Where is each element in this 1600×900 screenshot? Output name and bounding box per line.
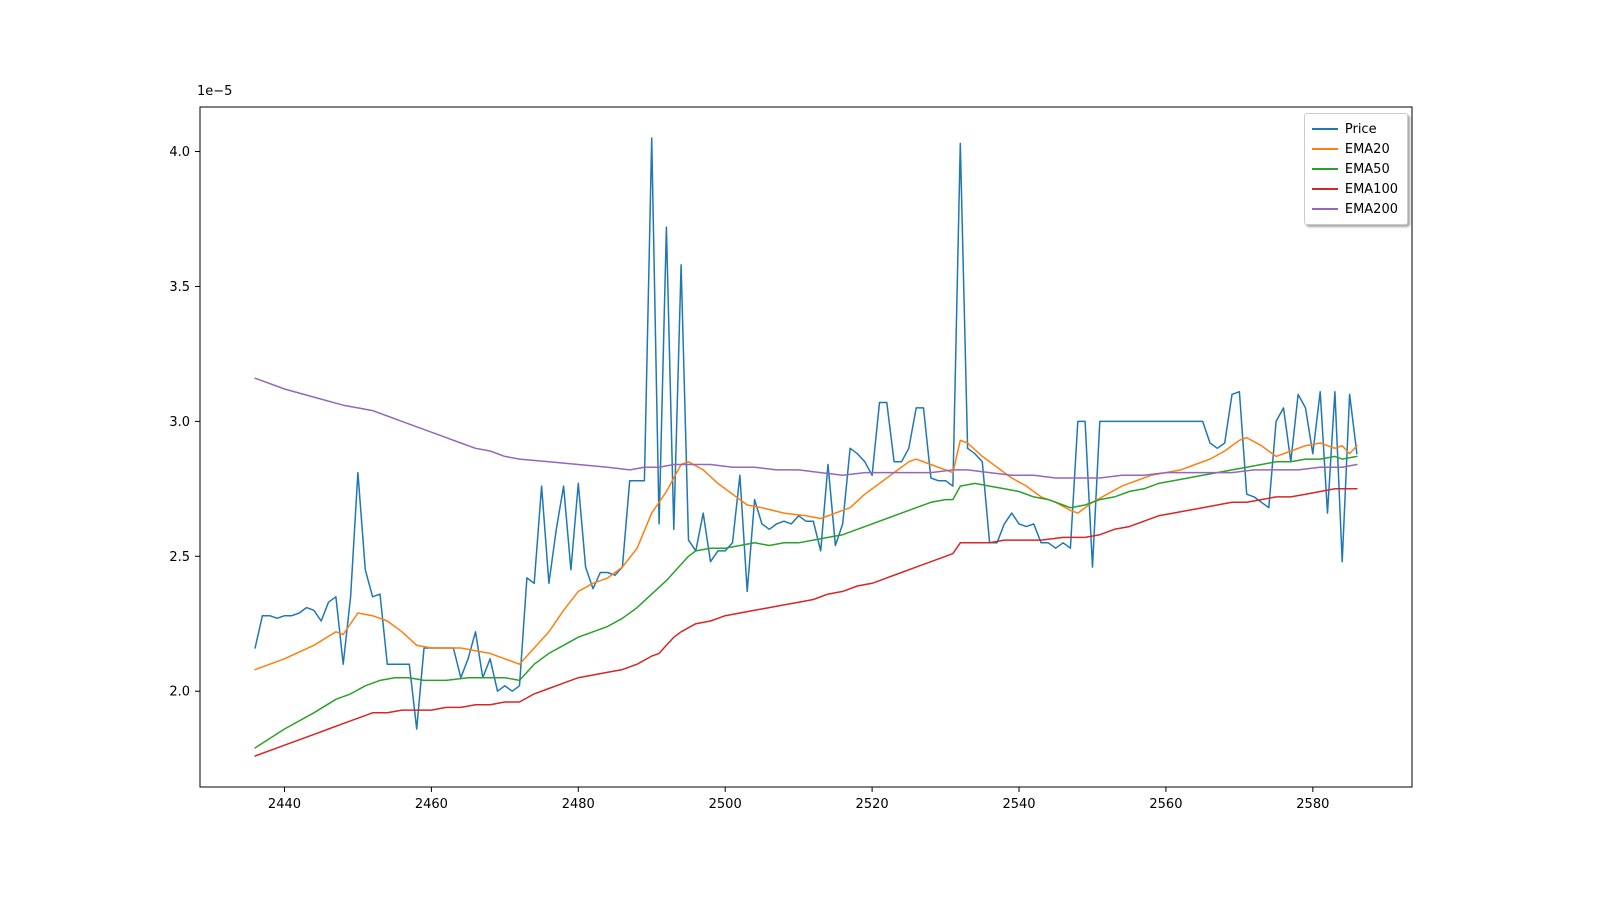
series-line-ema200 xyxy=(254,377,1358,479)
y-tick-label: 3.0 xyxy=(169,415,190,430)
x-tick-label: 2580 xyxy=(1296,797,1329,812)
x-tick-label: 2560 xyxy=(1149,797,1182,812)
legend: Price EMA20 EMA50 EMA100 EMA200 xyxy=(1303,113,1408,225)
y-tick-label: 2.5 xyxy=(169,550,190,565)
series-line-ema100 xyxy=(254,488,1358,757)
x-tick-label: 2480 xyxy=(562,797,595,812)
legend-line-sample xyxy=(1311,208,1338,210)
legend-label: EMA50 xyxy=(1344,161,1390,177)
x-tick-label: 2440 xyxy=(268,797,301,812)
axis-offset-label: 1e−5 xyxy=(197,84,233,99)
series-line-ema50 xyxy=(254,455,1358,749)
series-line-ema20 xyxy=(254,436,1358,671)
legend-line-sample xyxy=(1311,188,1338,190)
legend-line-sample xyxy=(1311,168,1338,170)
legend-item: EMA100 xyxy=(1311,179,1398,199)
legend-item: EMA50 xyxy=(1311,159,1398,179)
y-tick-label: 3.5 xyxy=(169,280,190,295)
x-tick-label: 2520 xyxy=(856,797,889,812)
plot-border xyxy=(199,106,1413,788)
legend-label: Price xyxy=(1344,121,1377,137)
legend-item: EMA20 xyxy=(1311,139,1398,159)
y-tick-label: 4.0 xyxy=(169,145,190,160)
y-tick-label: 2.0 xyxy=(169,685,190,700)
legend-item: EMA200 xyxy=(1311,199,1398,219)
legend-item: Price xyxy=(1311,119,1398,139)
legend-label: EMA100 xyxy=(1344,181,1398,197)
legend-line-sample xyxy=(1311,148,1338,150)
legend-label: EMA20 xyxy=(1344,141,1390,157)
x-tick-label: 2500 xyxy=(709,797,742,812)
x-tick-label: 2540 xyxy=(1002,797,1035,812)
legend-line-sample xyxy=(1311,128,1338,130)
x-tick-label: 2460 xyxy=(415,797,448,812)
legend-label: EMA200 xyxy=(1344,201,1398,217)
